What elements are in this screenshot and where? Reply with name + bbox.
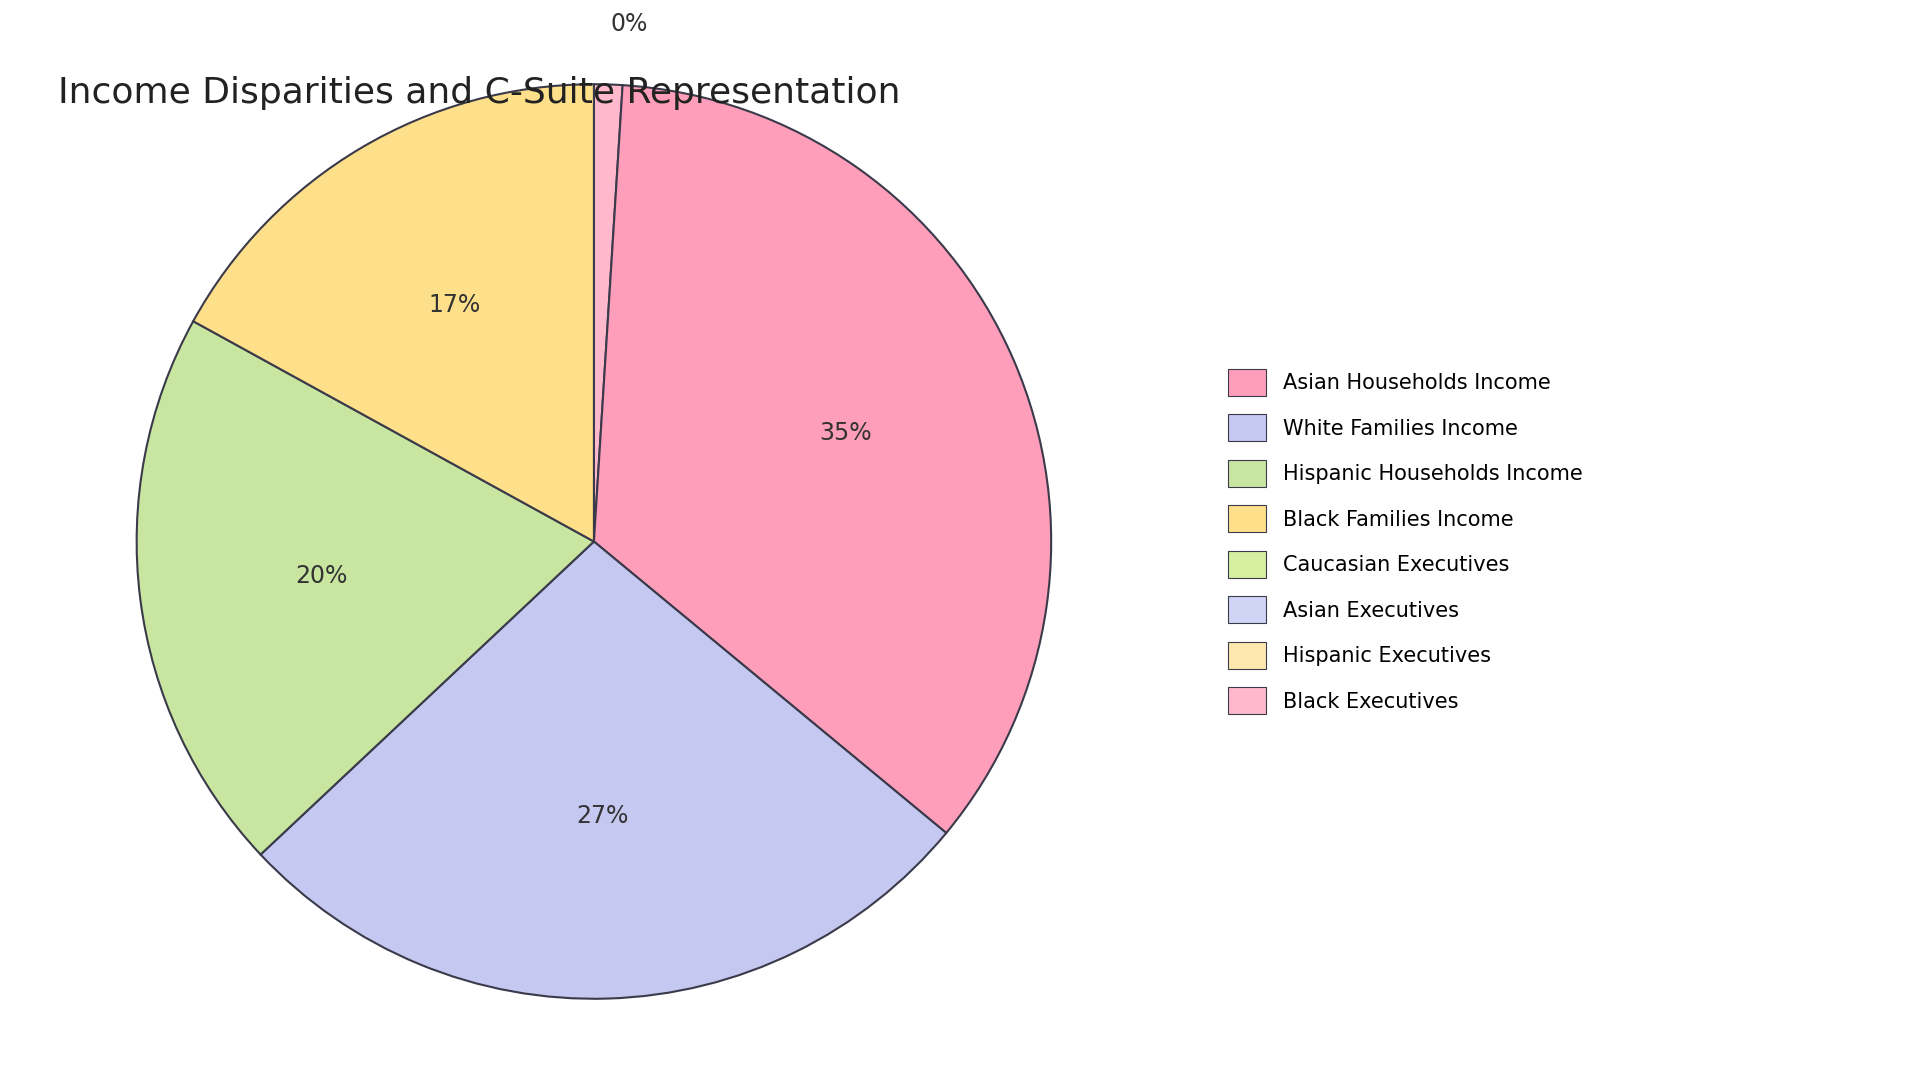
Legend: Asian Households Income, White Families Income, Hispanic Households Income, Blac: Asian Households Income, White Families … xyxy=(1219,361,1590,722)
Text: Income Disparities and C-Suite Representation: Income Disparities and C-Suite Represent… xyxy=(58,76,900,109)
Text: 27%: 27% xyxy=(576,804,628,827)
Wedge shape xyxy=(194,84,593,542)
Text: 20%: 20% xyxy=(296,564,348,588)
Text: 0%: 0% xyxy=(611,12,647,37)
Wedge shape xyxy=(593,84,622,542)
Wedge shape xyxy=(136,322,593,854)
Wedge shape xyxy=(261,542,947,999)
Wedge shape xyxy=(593,86,1050,833)
Text: 35%: 35% xyxy=(820,420,872,444)
Text: 17%: 17% xyxy=(428,293,480,317)
